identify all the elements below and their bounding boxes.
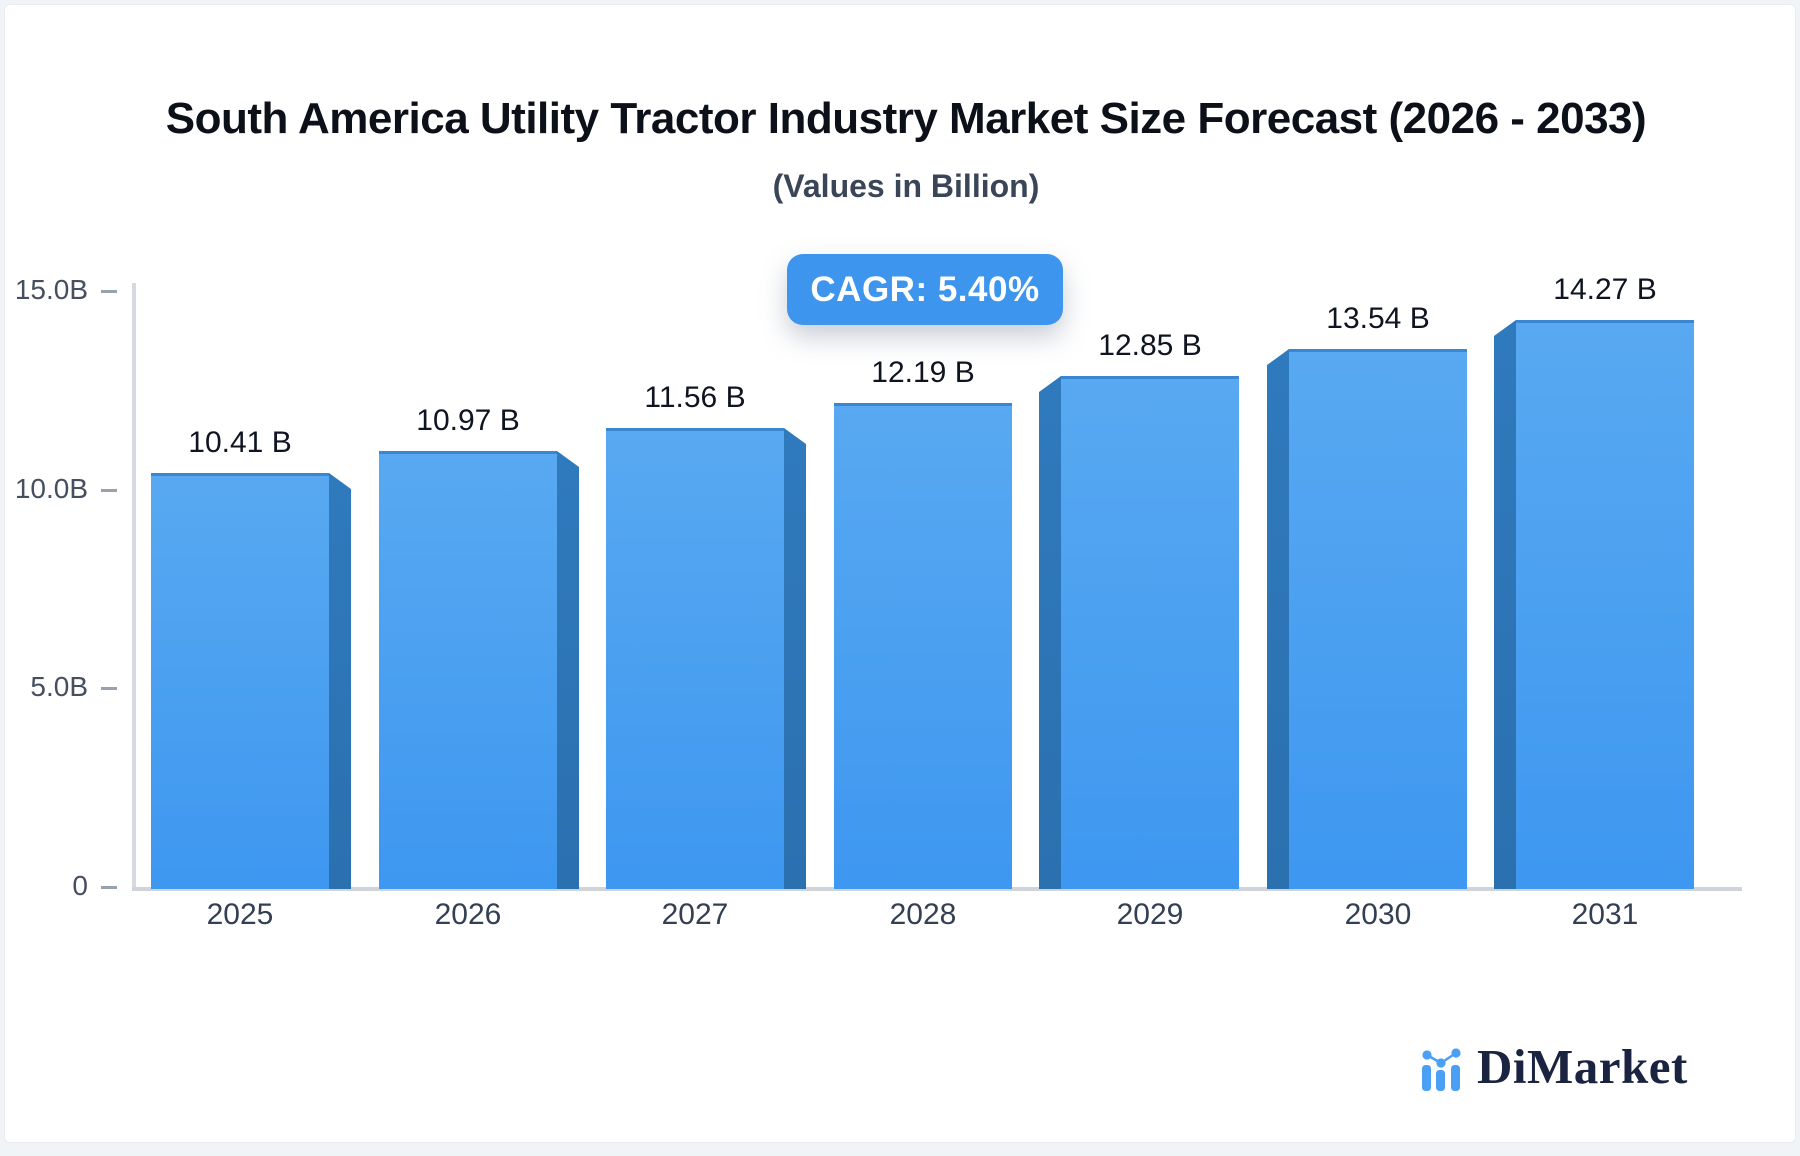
x-axis-label-2028: 2028 <box>889 898 957 931</box>
chart-subtitle: (Values in Billion) <box>772 168 1040 204</box>
bar-side-2025 <box>329 473 351 889</box>
bar-side-2031 <box>1494 320 1516 889</box>
bar-value-label-2026: 10.97 B <box>416 404 520 437</box>
y-tick-label-15.0B: 15.0B <box>14 274 88 305</box>
bar-2028[interactable] <box>834 403 1012 889</box>
brand-logo: DiMarket <box>1421 1042 1688 1091</box>
bar-side-2029 <box>1039 376 1061 889</box>
bar-value-label-2029: 12.85 B <box>1098 329 1202 362</box>
y-tick-0 <box>101 886 117 889</box>
bar-2029[interactable] <box>1061 376 1239 889</box>
bar-value-label-2030: 13.54 B <box>1326 302 1430 335</box>
bar-value-label-2028: 12.19 B <box>871 356 975 389</box>
bar-value-label-2027: 11.56 B <box>644 381 746 414</box>
y-tick-label-10.0B: 10.0B <box>14 473 88 504</box>
bar-side-2027 <box>784 428 806 889</box>
brand-logo-text: DiMarket <box>1477 1039 1688 1094</box>
y-tick-label-5.0B: 5.0B <box>30 671 88 702</box>
bar-2025[interactable] <box>151 473 329 889</box>
x-axis-label-2029: 2029 <box>1116 898 1184 931</box>
bar-side-2030 <box>1267 349 1289 889</box>
bar-side-2026 <box>557 451 579 889</box>
bar-2026[interactable] <box>379 451 557 889</box>
bar-value-label-2031: 14.27 B <box>1553 273 1657 306</box>
y-tick-label-0: 0 <box>72 870 88 901</box>
x-axis-baseline <box>132 887 1742 891</box>
x-axis-label-2026: 2026 <box>434 898 502 931</box>
y-tick-5.0B <box>101 687 117 690</box>
x-axis-label-2025: 2025 <box>206 898 274 931</box>
cagr-badge-label: CAGR: 5.40% <box>810 269 1040 309</box>
y-tick-10.0B <box>101 489 117 492</box>
bar-value-label-2025: 10.41 B <box>188 426 292 459</box>
x-axis-label-2027: 2027 <box>661 898 729 931</box>
bar-2030[interactable] <box>1289 349 1467 889</box>
x-axis-label-2030: 2030 <box>1344 898 1412 931</box>
cagr-badge: CAGR: 5.40% <box>787 254 1063 325</box>
x-axis-label-2031: 2031 <box>1571 898 1639 931</box>
dimarket-logo-icon <box>1422 1048 1461 1091</box>
bar-2027[interactable] <box>606 428 784 889</box>
y-tick-15.0B <box>101 290 117 293</box>
bar-2031[interactable] <box>1516 320 1694 889</box>
chart-title: South America Utility Tractor Industry M… <box>165 94 1647 143</box>
y-axis-line <box>132 283 136 891</box>
